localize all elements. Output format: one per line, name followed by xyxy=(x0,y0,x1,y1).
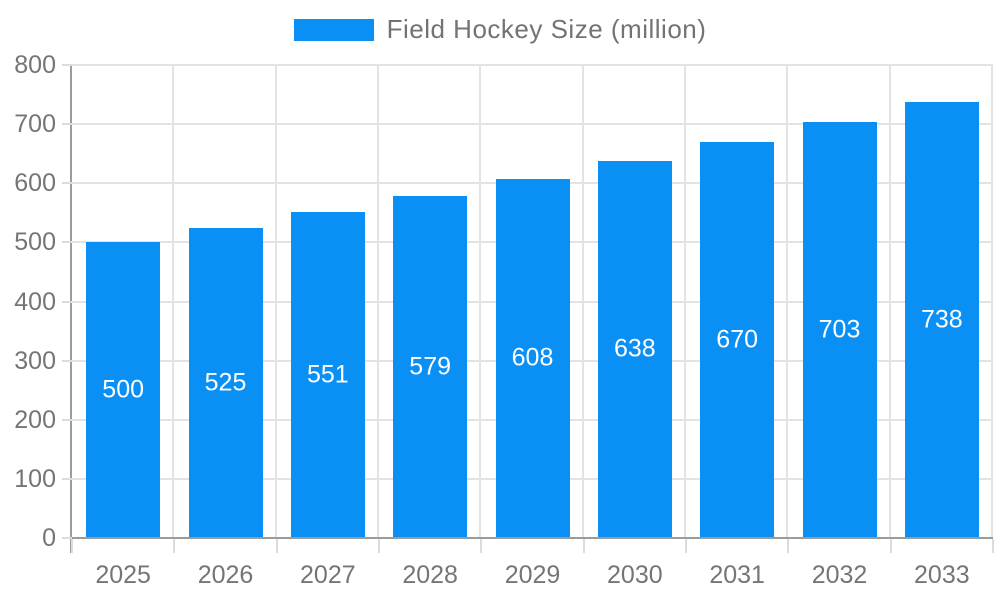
bar[interactable]: 738 xyxy=(904,101,979,538)
bar-value-label: 500 xyxy=(102,375,145,404)
bar[interactable]: 703 xyxy=(802,122,877,538)
bar-value-label: 525 xyxy=(204,368,247,397)
y-axis-tick xyxy=(62,241,72,244)
y-axis-tick xyxy=(62,359,72,362)
bar-value-label: 738 xyxy=(920,305,963,334)
gridline-vertical xyxy=(377,65,379,538)
x-tick-label: 2025 xyxy=(95,561,151,589)
y-axis-line xyxy=(70,65,72,553)
y-tick-label: 400 xyxy=(14,287,56,316)
bar[interactable]: 608 xyxy=(495,178,570,538)
x-axis-tick xyxy=(889,539,892,553)
gridline-vertical xyxy=(274,65,277,538)
x-axis-tick xyxy=(685,539,687,553)
x-axis-tick xyxy=(173,539,176,553)
x-tick-label: 2027 xyxy=(300,561,356,589)
y-tick-label: 600 xyxy=(14,169,56,198)
bar-value-label: 638 xyxy=(613,334,656,363)
x-axis-tick xyxy=(992,539,994,553)
y-tick-label: 500 xyxy=(14,228,56,257)
plot-area: 500 525 551 579 608 638 670 703 738 xyxy=(72,64,993,538)
bar-value-label: 670 xyxy=(716,325,759,354)
gridline-horizontal xyxy=(72,64,993,66)
x-tick-label: 2026 xyxy=(197,561,254,589)
x-axis-tick xyxy=(480,539,483,553)
y-axis-tick xyxy=(62,300,72,303)
x-axis-tick xyxy=(787,539,790,553)
x-tick-label: 2030 xyxy=(607,561,663,589)
x-tick-label: 2033 xyxy=(914,561,970,589)
x-axis-tick xyxy=(275,539,278,553)
gridline-horizontal xyxy=(72,123,993,126)
y-tick-label: 700 xyxy=(14,110,56,139)
gridline-vertical xyxy=(684,65,686,538)
legend-item[interactable]: Field Hockey Size (million) xyxy=(0,14,1000,45)
gridline-vertical xyxy=(888,65,891,538)
gridline-vertical xyxy=(786,65,789,538)
bar-value-label: 551 xyxy=(306,360,349,389)
bar-value-label: 703 xyxy=(818,315,861,344)
y-tick-label: 800 xyxy=(14,51,56,79)
y-axis-tick xyxy=(62,182,72,185)
y-axis-tick xyxy=(62,537,72,539)
x-tick-label: 2029 xyxy=(504,561,561,589)
y-tick-label: 100 xyxy=(14,464,56,493)
x-axis-line xyxy=(62,537,993,539)
bar[interactable]: 525 xyxy=(188,227,263,538)
x-tick-label: 2032 xyxy=(811,561,868,589)
bar[interactable]: 579 xyxy=(393,195,468,538)
y-tick-label: 200 xyxy=(14,405,56,434)
y-tick-label: 300 xyxy=(14,346,56,375)
bar[interactable]: 670 xyxy=(700,141,775,538)
bar[interactable]: 551 xyxy=(290,212,365,538)
x-axis-tick xyxy=(71,539,73,553)
gridline-vertical xyxy=(991,65,993,538)
gridline-vertical xyxy=(581,65,584,538)
gridline-vertical xyxy=(479,65,482,538)
bar[interactable]: 638 xyxy=(597,160,672,538)
legend-swatch xyxy=(293,18,374,41)
y-axis-tick xyxy=(62,123,72,126)
bar-value-label: 579 xyxy=(409,352,452,381)
x-tick-label: 2031 xyxy=(709,561,765,589)
bar-value-label: 608 xyxy=(511,343,554,372)
x-axis-tick xyxy=(582,539,585,553)
x-tick-label: 2028 xyxy=(402,561,458,589)
y-axis-tick xyxy=(62,477,72,480)
y-axis-tick xyxy=(62,418,72,421)
bar[interactable]: 500 xyxy=(86,242,161,538)
y-tick-label: 0 xyxy=(42,524,56,552)
x-axis-tick xyxy=(378,539,380,553)
gridline-vertical xyxy=(172,65,175,538)
y-axis-tick xyxy=(62,64,72,66)
legend-label: Field Hockey Size (million) xyxy=(386,14,707,44)
